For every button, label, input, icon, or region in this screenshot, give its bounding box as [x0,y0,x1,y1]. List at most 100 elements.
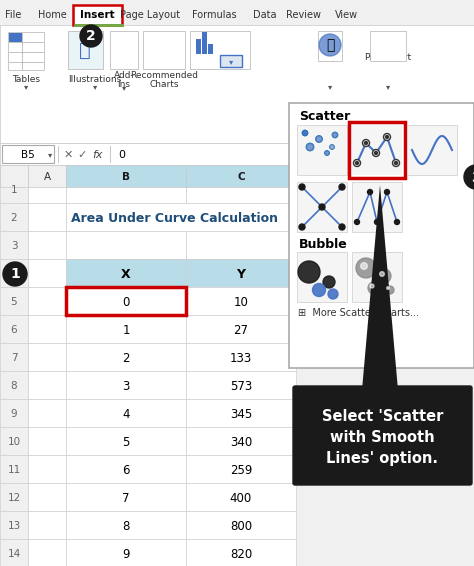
FancyBboxPatch shape [186,427,296,455]
Text: ▾: ▾ [386,83,390,92]
Circle shape [374,220,380,225]
FancyBboxPatch shape [66,483,186,511]
Text: 820: 820 [230,547,252,560]
FancyBboxPatch shape [186,259,296,287]
FancyBboxPatch shape [0,455,28,483]
Text: 10: 10 [8,437,20,447]
FancyBboxPatch shape [318,31,342,61]
FancyBboxPatch shape [66,165,186,187]
FancyBboxPatch shape [0,287,28,315]
FancyBboxPatch shape [186,315,296,343]
Text: 340: 340 [230,435,252,448]
Text: 3: 3 [122,379,130,392]
Text: B5: B5 [21,150,35,160]
Circle shape [383,134,391,140]
Text: Page Layout: Page Layout [120,10,180,20]
Circle shape [319,34,341,56]
Circle shape [387,286,389,289]
FancyBboxPatch shape [28,511,66,539]
Circle shape [302,131,308,135]
FancyBboxPatch shape [202,32,207,54]
FancyBboxPatch shape [66,539,186,566]
Text: 🌐: 🌐 [326,38,334,52]
FancyBboxPatch shape [293,386,472,485]
Circle shape [316,136,322,142]
Text: 1: 1 [10,268,20,281]
Text: Recommended
Charts: Recommended Charts [130,71,198,89]
Circle shape [323,276,335,288]
FancyBboxPatch shape [0,427,28,455]
FancyBboxPatch shape [8,32,44,70]
FancyBboxPatch shape [28,175,66,203]
Circle shape [332,132,337,138]
Circle shape [374,152,377,155]
FancyBboxPatch shape [0,483,28,511]
FancyBboxPatch shape [66,175,186,203]
FancyBboxPatch shape [2,145,54,163]
Text: ▾: ▾ [24,83,28,92]
FancyBboxPatch shape [186,483,296,511]
FancyBboxPatch shape [28,165,66,187]
FancyBboxPatch shape [0,165,316,187]
Text: PivotChart: PivotChart [365,54,411,62]
FancyBboxPatch shape [0,315,28,343]
FancyBboxPatch shape [73,5,122,25]
Text: ▾: ▾ [48,151,52,160]
FancyBboxPatch shape [0,539,28,566]
FancyBboxPatch shape [28,483,66,511]
FancyBboxPatch shape [66,343,186,371]
FancyBboxPatch shape [208,44,213,54]
FancyBboxPatch shape [28,455,66,483]
Text: ▾: ▾ [122,84,126,92]
FancyBboxPatch shape [407,125,457,175]
Text: ⊞  More Scatter Charts...: ⊞ More Scatter Charts... [298,308,419,318]
Circle shape [464,165,474,189]
Circle shape [299,184,305,190]
Text: 573: 573 [230,379,252,392]
Circle shape [394,220,400,225]
Circle shape [356,161,358,165]
FancyBboxPatch shape [352,125,402,175]
FancyBboxPatch shape [0,203,28,231]
Text: Area Under Curve Calculation: Area Under Curve Calculation [71,212,278,225]
Circle shape [339,184,345,190]
Text: 11: 11 [8,465,21,475]
Text: 800: 800 [230,520,252,533]
Polygon shape [362,185,398,390]
FancyBboxPatch shape [66,231,186,259]
Text: 6: 6 [11,325,18,335]
Text: X: X [121,268,131,281]
Circle shape [312,284,326,297]
Text: 1: 1 [122,324,130,337]
FancyBboxPatch shape [68,31,103,69]
Text: 4: 4 [122,408,130,421]
Text: fx: fx [93,150,103,160]
Text: 3: 3 [11,241,18,251]
Text: 0: 0 [122,295,130,308]
Text: File: File [5,10,21,20]
Text: ✓: ✓ [77,150,87,160]
Circle shape [339,224,345,230]
Text: 🖼: 🖼 [79,41,91,59]
Text: ▾: ▾ [93,83,97,92]
FancyBboxPatch shape [28,231,66,259]
FancyBboxPatch shape [28,259,66,287]
Text: ▾: ▾ [328,83,332,92]
FancyBboxPatch shape [186,343,296,371]
Circle shape [367,190,373,195]
Text: 2: 2 [122,351,130,365]
Text: 5: 5 [11,297,18,307]
Text: 14: 14 [8,549,21,559]
FancyBboxPatch shape [143,31,185,69]
FancyBboxPatch shape [66,315,186,343]
Text: Data: Data [253,10,276,20]
Circle shape [363,139,370,147]
Text: 4: 4 [11,269,18,279]
Circle shape [328,289,338,299]
Text: A: A [44,172,51,182]
Circle shape [325,151,329,155]
Text: View: View [335,10,358,20]
FancyBboxPatch shape [220,55,242,67]
Circle shape [385,135,389,139]
FancyBboxPatch shape [196,39,201,54]
